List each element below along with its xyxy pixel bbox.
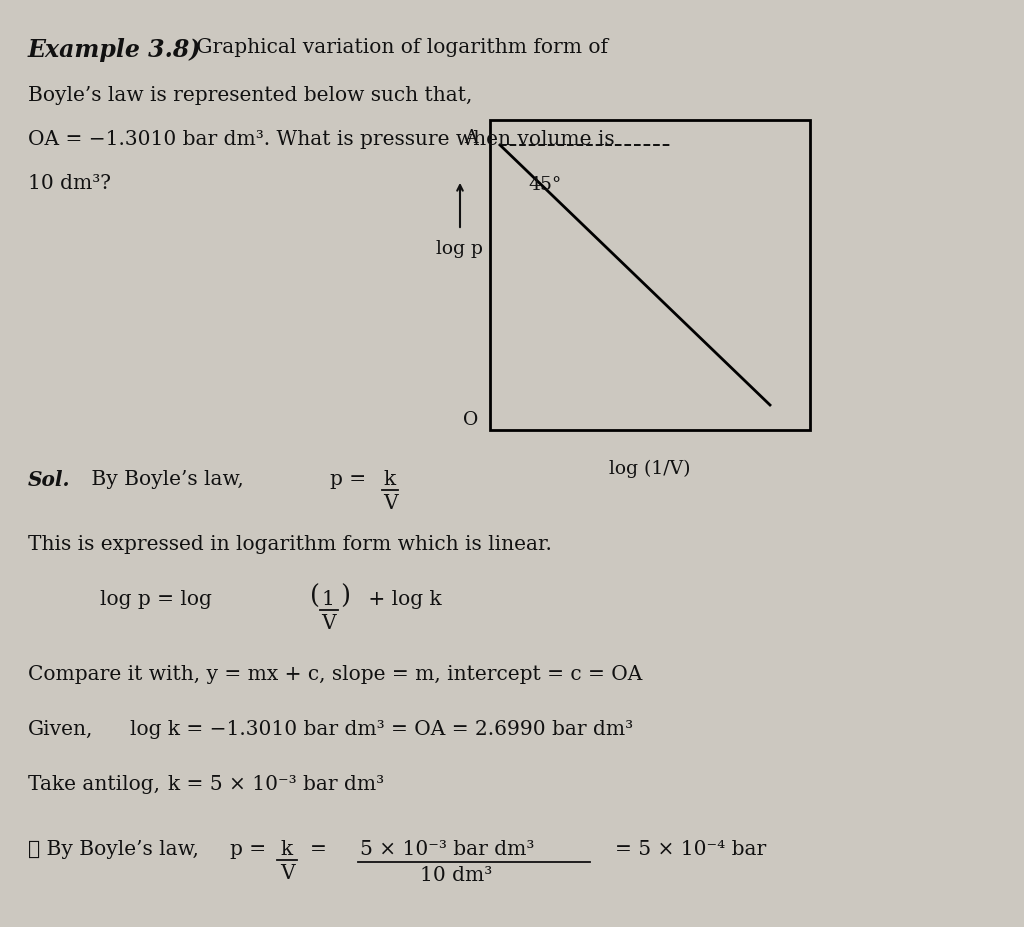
Text: ): ) — [340, 584, 350, 609]
Text: p =: p = — [330, 470, 367, 489]
Text: p =: p = — [230, 840, 266, 859]
Text: Graphical variation of logarithm form of: Graphical variation of logarithm form of — [190, 38, 608, 57]
Text: Boyle’s law is represented below such that,: Boyle’s law is represented below such th… — [28, 86, 472, 105]
Text: Compare it with, y = mx + c, slope = m, intercept = c = OA: Compare it with, y = mx + c, slope = m, … — [28, 665, 642, 684]
Text: (: ( — [310, 584, 319, 609]
Text: log p = log: log p = log — [100, 590, 212, 609]
Text: k: k — [281, 840, 293, 859]
Text: = 5 × 10⁻⁴ bar: = 5 × 10⁻⁴ bar — [615, 840, 766, 859]
Text: Sol.: Sol. — [28, 470, 71, 490]
Text: =: = — [310, 840, 327, 859]
Text: Example 3.8): Example 3.8) — [28, 38, 202, 62]
Text: 45°: 45° — [528, 176, 561, 194]
Text: By Boyle’s law,: By Boyle’s law, — [85, 470, 244, 489]
Bar — [490, 120, 810, 430]
Text: Take antilog,: Take antilog, — [28, 775, 160, 794]
Text: A: A — [465, 129, 478, 147]
Text: V: V — [280, 864, 294, 883]
Text: ∴ By Boyle’s law,: ∴ By Boyle’s law, — [28, 840, 199, 859]
Text: This is expressed in logarithm form which is linear.: This is expressed in logarithm form whic… — [28, 535, 552, 554]
Text: V: V — [383, 494, 397, 513]
Text: k: k — [384, 470, 396, 489]
Text: + log k: + log k — [362, 590, 441, 609]
Text: OA = −1.3010 bar dm³. What is pressure when volume is: OA = −1.3010 bar dm³. What is pressure w… — [28, 130, 614, 149]
Text: log k = −1.3010 bar dm³ = OA = 2.6990 bar dm³: log k = −1.3010 bar dm³ = OA = 2.6990 ba… — [130, 720, 633, 739]
Text: 10 dm³?: 10 dm³? — [28, 174, 111, 193]
Text: O: O — [463, 411, 478, 429]
Text: k = 5 × 10⁻³ bar dm³: k = 5 × 10⁻³ bar dm³ — [168, 775, 384, 794]
Text: 10 dm³: 10 dm³ — [420, 866, 493, 885]
Text: V: V — [321, 614, 335, 633]
Text: 5 × 10⁻³ bar dm³: 5 × 10⁻³ bar dm³ — [360, 840, 535, 859]
Text: log (1/V): log (1/V) — [609, 460, 691, 478]
Text: Given,: Given, — [28, 720, 93, 739]
Text: 1: 1 — [322, 590, 335, 609]
Text: log p: log p — [436, 240, 483, 258]
